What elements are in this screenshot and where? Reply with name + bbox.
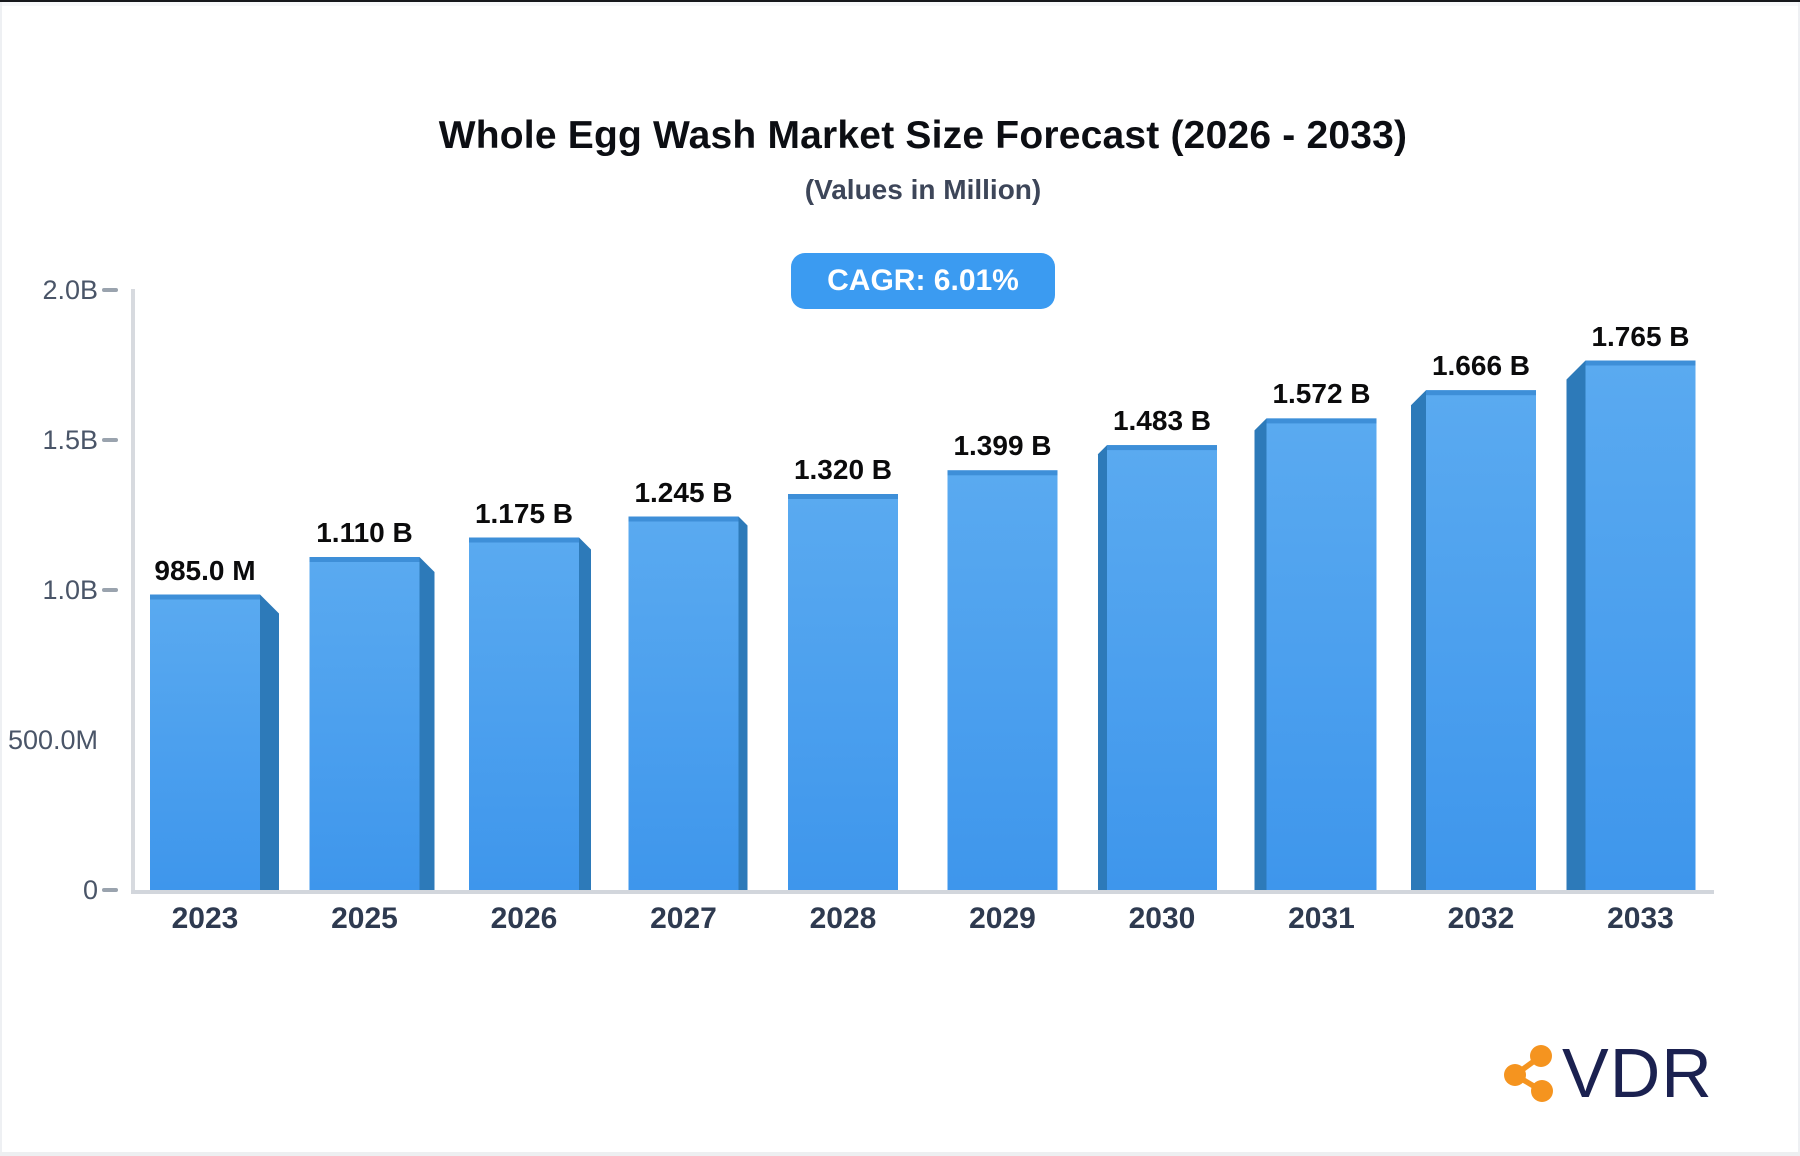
bar-top-edge [1266, 418, 1377, 424]
bar [1426, 390, 1536, 890]
x-axis-line [131, 890, 1714, 894]
bar [469, 537, 579, 890]
bar-side-face [1411, 390, 1426, 890]
bar-side-face [738, 516, 748, 890]
share-network-icon [1504, 1045, 1553, 1102]
bar-top-edge [309, 557, 420, 562]
bar-top-edge [788, 494, 898, 499]
top-edge-strip [0, 2, 1800, 6]
bar-side-face [1098, 445, 1107, 890]
bar [788, 494, 898, 890]
bar-top-edge [1585, 360, 1696, 366]
bar [628, 516, 739, 890]
bar-top-edge [469, 537, 579, 543]
bar-side-face [260, 594, 279, 890]
bar-top-edge [150, 594, 260, 600]
vdr-logo-text: VDR [1562, 1034, 1713, 1112]
bottom-edge [0, 1152, 1800, 1156]
bar-top-edge [1426, 390, 1536, 396]
bar-top-edge [628, 516, 739, 522]
cagr-badge: CAGR: 6.01% [791, 253, 1055, 309]
bar-top-edge [947, 470, 1058, 476]
bar-side-face [579, 537, 591, 890]
bar-top-edge [1107, 445, 1217, 451]
chart-title: Whole Egg Wash Market Size Forecast (202… [438, 114, 1408, 157]
bar-side-face [1254, 418, 1267, 890]
bar-side-face [419, 557, 435, 890]
right-edge [1798, 2, 1800, 1156]
left-edge [0, 2, 2, 1156]
cagr-badge-wrap: CAGR: 6.01% [132, 253, 1714, 309]
bar-side-face [1566, 360, 1586, 890]
bar [1585, 360, 1696, 890]
bar [150, 594, 260, 890]
chart-subtitle: (Values in Million) [804, 174, 1042, 205]
bar [947, 470, 1058, 890]
bar [309, 557, 420, 890]
bar [1266, 418, 1377, 890]
bar [1107, 445, 1217, 890]
y-axis-line [131, 289, 135, 894]
vdr-logo: VDR [1500, 1038, 1713, 1108]
